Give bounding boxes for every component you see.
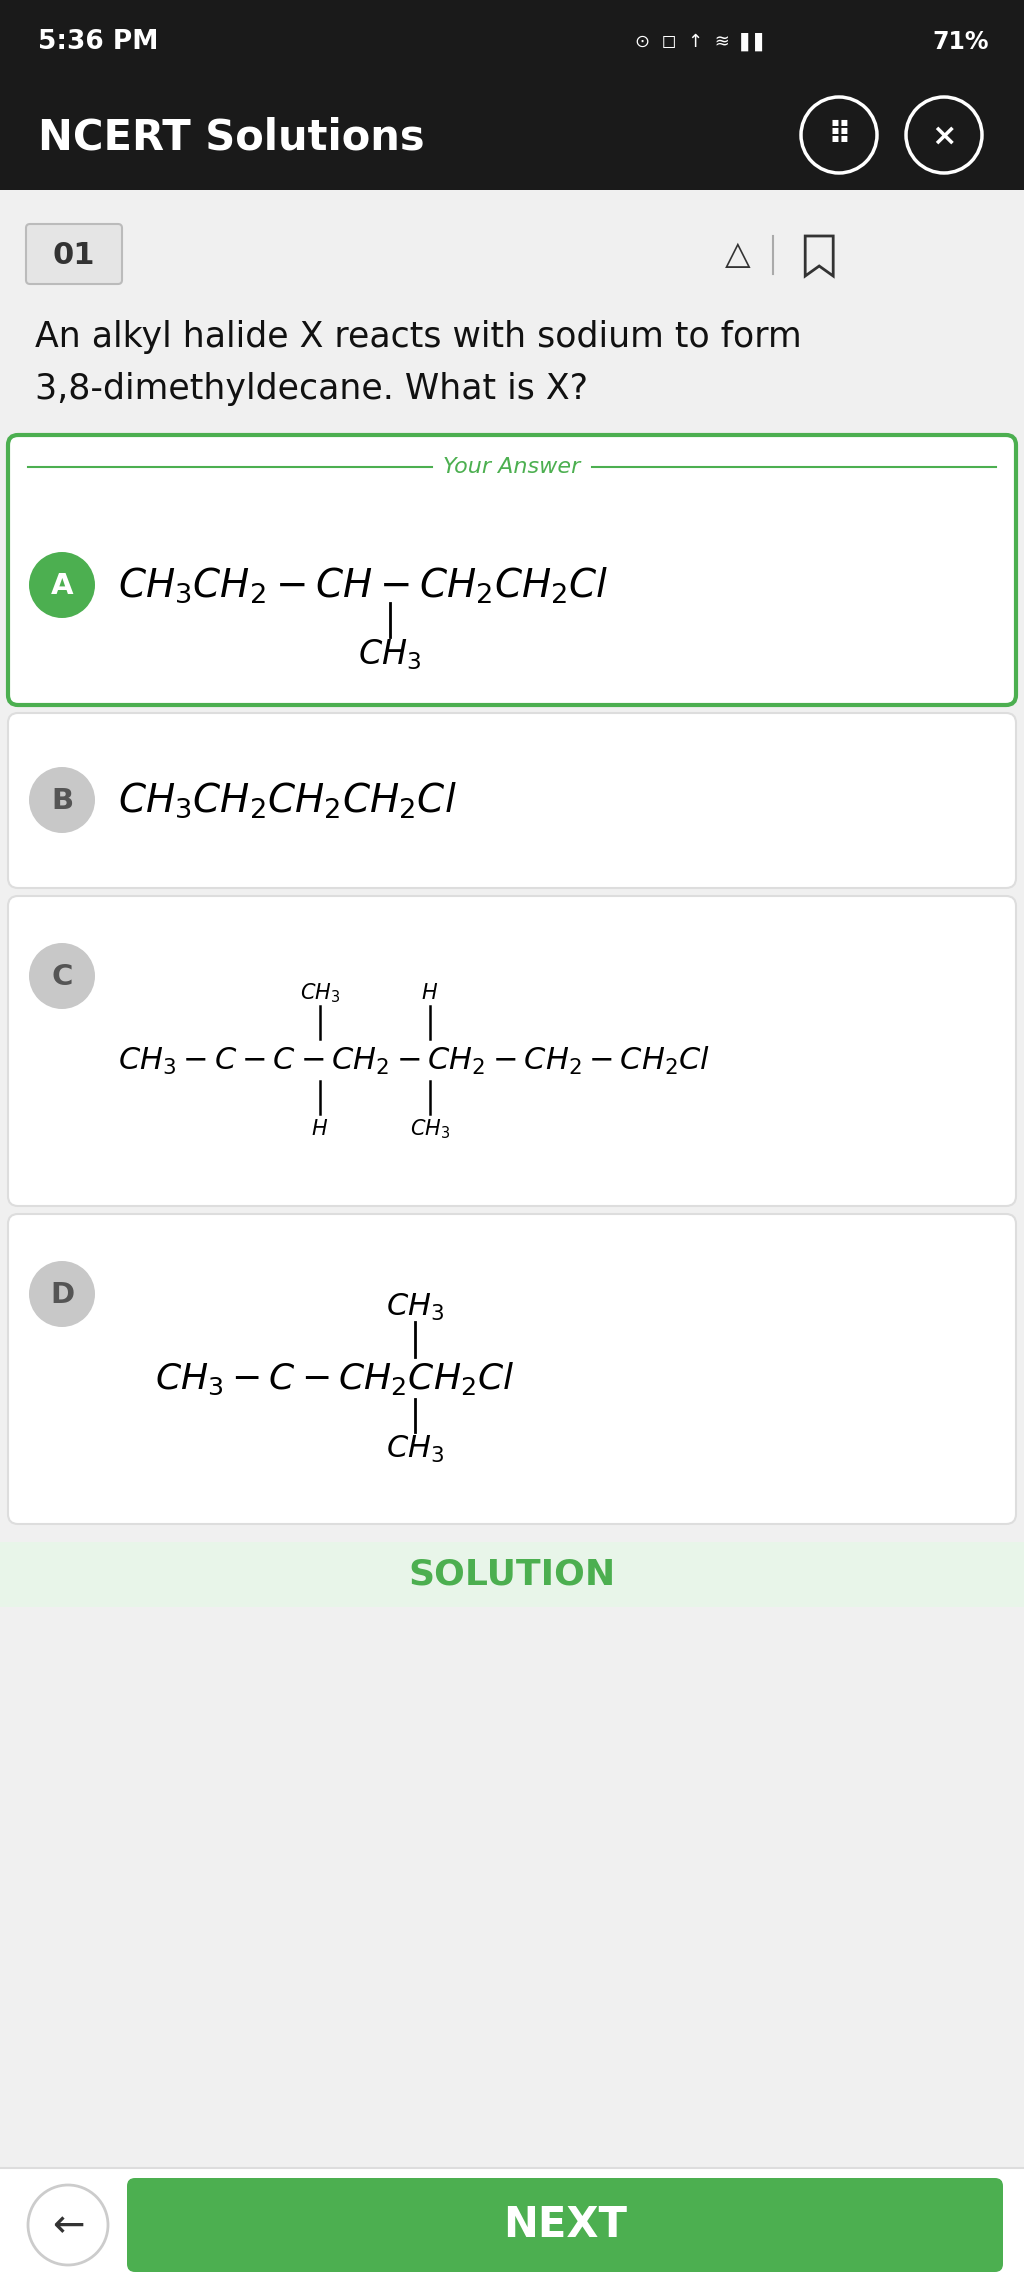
Circle shape [28,2185,108,2265]
FancyBboxPatch shape [0,2169,1024,2283]
Text: B: B [51,788,73,815]
Text: 71%: 71% [933,30,989,53]
Text: 5:36 PM: 5:36 PM [38,30,159,55]
Text: $\mathit{CH_3CH_2} - \mathit{CH} - \mathit{CH_2CH_2Cl}$: $\mathit{CH_3CH_2} - \mathit{CH} - \math… [118,566,608,605]
FancyBboxPatch shape [26,224,122,283]
FancyBboxPatch shape [8,436,1016,705]
Text: ←: ← [51,2208,84,2244]
Text: △: △ [724,237,751,272]
Circle shape [29,552,95,619]
Text: SOLUTION: SOLUTION [409,1557,615,1591]
FancyBboxPatch shape [127,2178,1002,2272]
Text: An alkyl halide X reacts with sodium to form: An alkyl halide X reacts with sodium to … [35,320,802,354]
Text: $\mathit{CH_3}$: $\mathit{CH_3}$ [410,1116,451,1142]
Text: $\mathit{CH_3}$: $\mathit{CH_3}$ [386,1292,444,1322]
Text: $\mathit{CH_3}$: $\mathit{CH_3}$ [386,1434,444,1466]
FancyBboxPatch shape [8,895,1016,1205]
FancyBboxPatch shape [8,712,1016,888]
Text: $\mathit{CH_3CH_2CH_2CH_2Cl}$: $\mathit{CH_3CH_2CH_2CH_2Cl}$ [118,781,457,820]
Text: $\mathit{H}$: $\mathit{H}$ [311,1119,329,1139]
Text: $\mathit{CH_3} - \mathit{C} - \mathit{CH_2CH_2Cl}$: $\mathit{CH_3} - \mathit{C} - \mathit{CH… [155,1361,514,1397]
Text: ⊙  ◻  ↑  ≋  ▌▌: ⊙ ◻ ↑ ≋ ▌▌ [635,32,769,50]
Text: $\mathit{CH_3}$: $\mathit{CH_3}$ [300,982,340,1005]
Text: C: C [51,963,73,991]
Text: D: D [50,1281,74,1308]
Circle shape [29,1260,95,1326]
Text: A: A [51,573,74,600]
Text: NCERT Solutions: NCERT Solutions [38,116,425,158]
Text: $\mathit{H}$: $\mathit{H}$ [422,984,438,1002]
Text: 01: 01 [53,240,95,269]
Text: $\mathit{CH_3} - \mathit{C} - \mathit{C} - \mathit{CH_2} - \mathit{CH_2} - \math: $\mathit{CH_3} - \mathit{C} - \mathit{C}… [118,1046,711,1078]
Text: ×: × [931,121,956,151]
Text: $\mathit{CH_3}$: $\mathit{CH_3}$ [358,637,422,673]
FancyBboxPatch shape [8,1215,1016,1525]
Text: ⠿: ⠿ [827,121,851,151]
Text: 3,8-dimethyldecane. What is X?: 3,8-dimethyldecane. What is X? [35,372,588,406]
Text: Your Answer: Your Answer [443,457,581,477]
FancyBboxPatch shape [0,1541,1024,1607]
FancyBboxPatch shape [0,189,1024,2283]
FancyBboxPatch shape [0,0,1024,80]
FancyBboxPatch shape [0,80,1024,189]
Text: NEXT: NEXT [503,2203,627,2246]
Circle shape [29,943,95,1009]
Circle shape [29,767,95,833]
